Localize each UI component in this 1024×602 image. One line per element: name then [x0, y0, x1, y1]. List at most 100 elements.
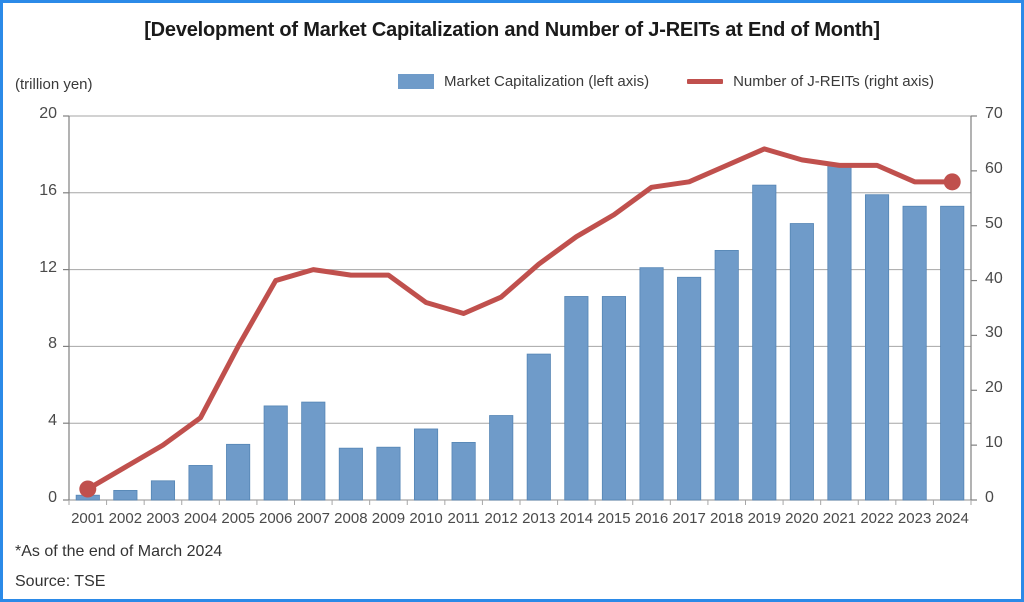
x-axis-tick-label-2006: 2006 — [259, 510, 293, 527]
x-axis-tick-label-2003: 2003 — [146, 510, 180, 527]
bar-2021 — [827, 163, 852, 501]
legend-label-number-of-jreits: Number of J-REITs (right axis) — [733, 73, 934, 90]
y-axis-right-tick-label: 30 — [985, 324, 1003, 342]
bar-rect — [451, 441, 476, 501]
bar-2019 — [752, 184, 777, 501]
x-axis-tick-label-2019: 2019 — [747, 510, 781, 527]
y-axis-right-tick-label: 70 — [985, 105, 1003, 122]
bar-rect — [301, 401, 326, 501]
y-axis-right-tick-label: 10 — [985, 434, 1003, 452]
plot-background — [69, 116, 971, 500]
bar-rect — [489, 415, 514, 501]
bar-rect — [188, 465, 213, 501]
bar-rect — [677, 276, 702, 501]
bar-2009 — [376, 446, 401, 501]
x-axis-tick-label-2016: 2016 — [634, 510, 669, 527]
bar-rect — [376, 446, 401, 501]
x-axis-tick-label-2015: 2015 — [597, 510, 631, 527]
bar-2002 — [113, 489, 138, 501]
chart-svg — [63, 115, 977, 505]
x-axis-tick-label-2014: 2014 — [559, 510, 594, 527]
bar-2011 — [451, 441, 476, 501]
bar-rect — [413, 428, 439, 501]
x-axis-tick-label-2023: 2023 — [897, 510, 932, 527]
y-axis-left-tick-label: 16 — [39, 181, 57, 199]
bar-2013 — [526, 353, 551, 501]
x-axis-tick-label-2022: 2022 — [860, 510, 894, 527]
line-marker — [79, 480, 97, 498]
plot-area: 0 4 8 12 16 20 0 10 20 30 40 50 60 70 2001 2002 2003 2004… — [3, 3, 1021, 599]
bar-2018 — [714, 249, 739, 501]
y-axis-unit-label: (trillion yen) — [15, 76, 93, 93]
bar-swatch-icon — [398, 74, 434, 89]
jreit-count-line — [85, 146, 955, 492]
bar-rect — [714, 249, 739, 501]
y-axis-right-tick-label: 60 — [985, 159, 1003, 177]
x-axis-tick-label-2013: 2013 — [522, 510, 556, 527]
bar-2016 — [639, 267, 664, 501]
bar-2006 — [263, 405, 288, 501]
bar-rect — [752, 184, 777, 501]
bar-rect — [564, 296, 589, 501]
y-axis-right-tick-label: 40 — [985, 269, 1003, 287]
bar-rect — [827, 163, 852, 501]
bar-2020 — [789, 223, 814, 501]
bar-2015 — [601, 296, 627, 501]
bar-rect — [263, 405, 288, 501]
y-axis-left-tick-label: 8 — [48, 335, 57, 353]
page-title: [Development of Market Capitalization an… — [144, 19, 880, 41]
x-axis-tick-label-2011: 2011 — [447, 510, 480, 527]
bar-rect — [338, 447, 363, 501]
y-axis-left-tick-label: 20 — [39, 105, 57, 122]
bar-rect — [113, 489, 138, 501]
line-swatch-icon — [687, 79, 724, 84]
x-axis-tick-label-2017: 2017 — [672, 510, 706, 527]
bar-2023 — [902, 205, 927, 501]
x-axis-tick-label-2004: 2004 — [183, 510, 218, 527]
x-axis-tick-label-2009: 2009 — [371, 510, 406, 527]
bar-rect — [526, 353, 551, 501]
bar-2010 — [413, 428, 439, 501]
x-axis-tick-label-2002: 2002 — [108, 510, 143, 527]
bar-rect — [789, 223, 814, 501]
y-axis-left-tick-label: 0 — [48, 489, 57, 506]
x-axis-tick-label-2010: 2010 — [409, 510, 443, 527]
y-axis-right-tick-label: 50 — [985, 214, 1003, 232]
y-axis-left-tick-label: 4 — [48, 412, 57, 430]
bar-rect — [902, 205, 927, 501]
bar-rect — [601, 296, 627, 501]
legend-item-number-of-jreits: Number of J-REITs (right axis) — [687, 73, 934, 90]
x-axis-tick-label-2021: 2021 — [822, 510, 857, 527]
x-axis-tick-label-2018: 2018 — [710, 510, 744, 527]
x-axis-tick-label-2008: 2008 — [334, 510, 368, 527]
legend-label-market-capitalization: Market Capitalization (left axis) — [444, 73, 650, 90]
bar-2017 — [677, 276, 702, 501]
x-axis-tick-label-2024: 2024 — [935, 510, 969, 527]
bar-rect — [226, 443, 251, 501]
bar-2022 — [864, 194, 890, 501]
chart-legend: Market Capitalization (left axis) Number… — [398, 73, 934, 90]
y-axis-right-tick-label: 20 — [985, 379, 1003, 397]
line-marker — [943, 173, 961, 191]
bar-2008 — [338, 447, 363, 501]
bar-rect — [639, 267, 664, 501]
x-axis-tick-label-2012: 2012 — [484, 510, 518, 527]
bar-2012 — [489, 415, 514, 501]
bar-2005 — [226, 443, 251, 501]
bar-2024 — [940, 205, 965, 501]
legend-item-market-capitalization: Market Capitalization (left axis) — [398, 73, 649, 90]
x-axis-tick-label-2007: 2007 — [296, 510, 330, 527]
footnote-as-of-date: *As of the end of March 2024 — [15, 543, 223, 560]
bar-rect — [940, 205, 965, 501]
y-axis-right-tick-label: 0 — [985, 489, 994, 506]
bar-2003 — [150, 480, 176, 501]
y-axis-left-tick-label: 12 — [39, 258, 57, 276]
x-axis-tick-label-2020: 2020 — [785, 510, 819, 527]
footnote-source: Source: TSE — [15, 573, 106, 590]
bar-2014 — [564, 296, 589, 501]
bar-rect — [864, 194, 890, 501]
bar-rect — [150, 480, 176, 501]
bar-2004 — [188, 465, 213, 501]
bar-2007 — [301, 401, 326, 501]
